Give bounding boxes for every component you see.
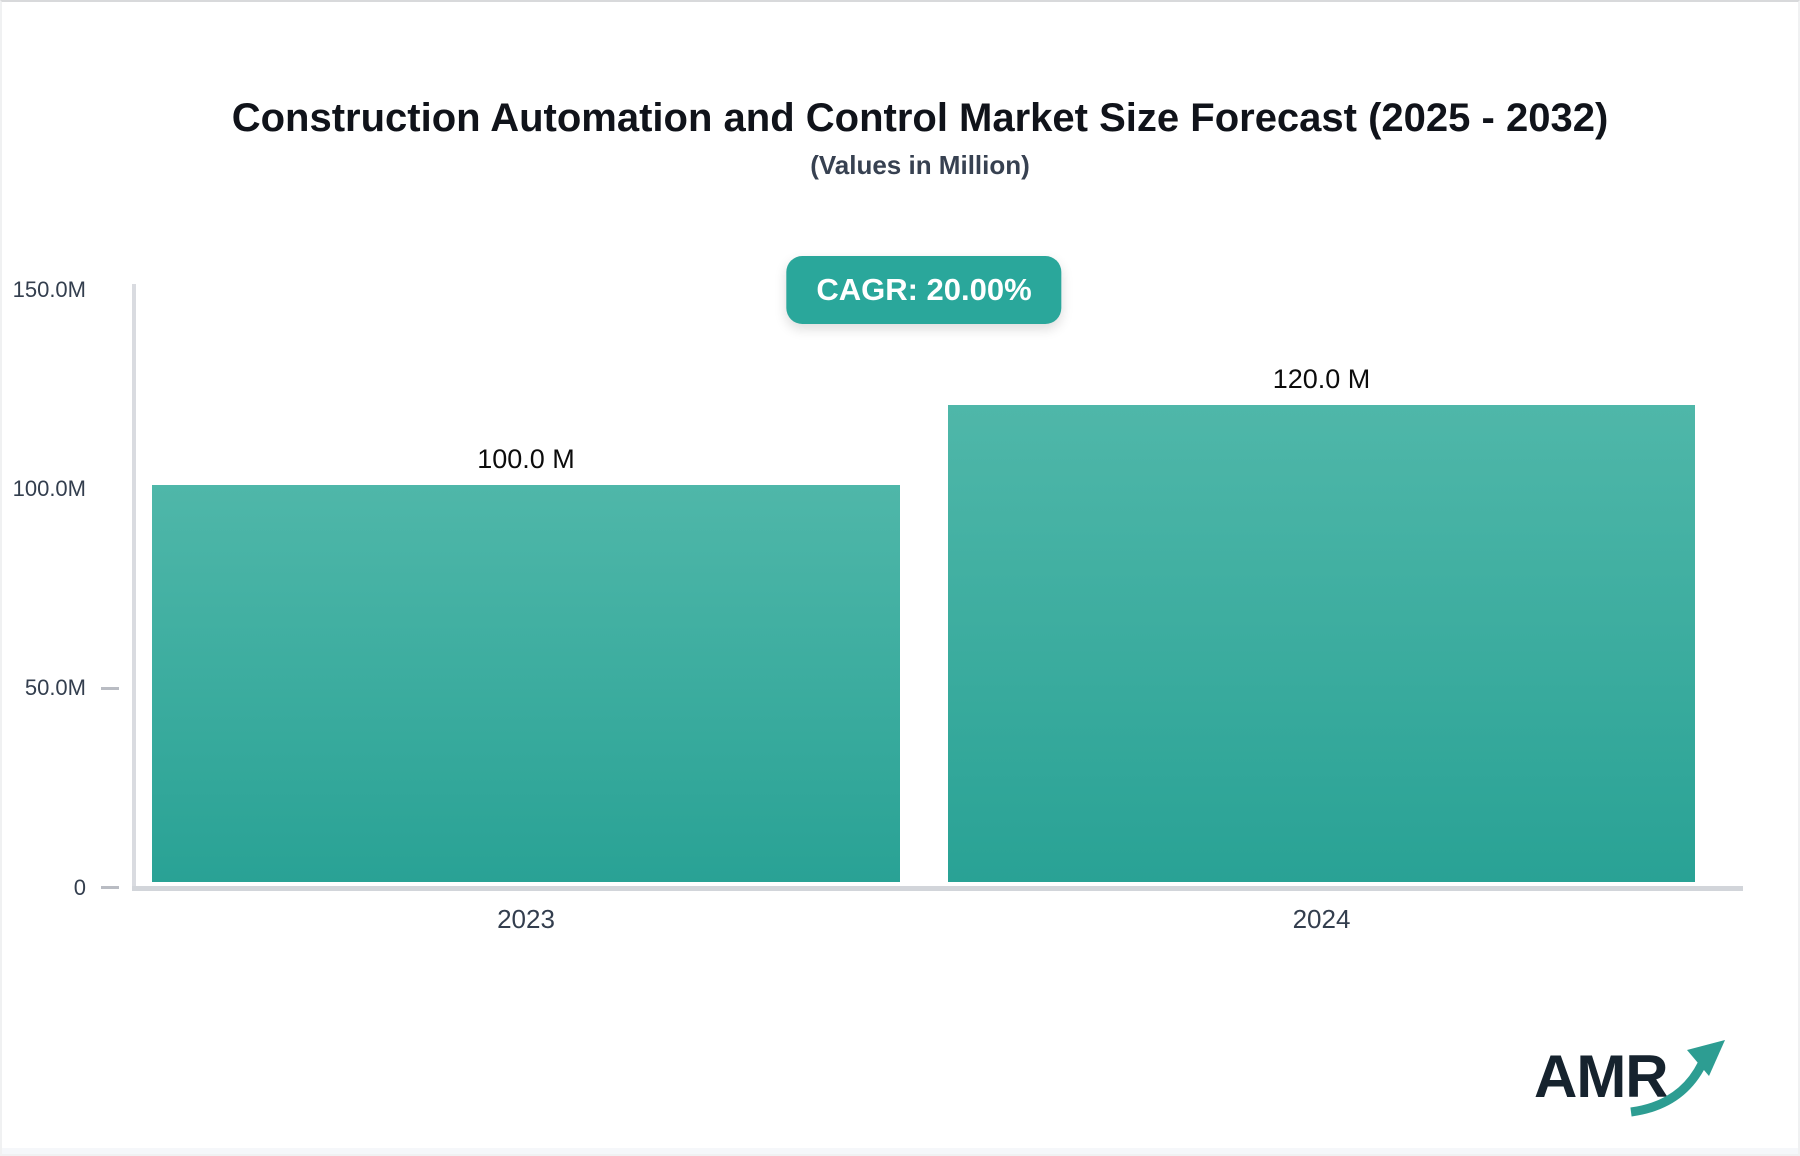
- bar-value-label-2023: 100.0 M: [477, 444, 575, 474]
- y-tick-label-100: 100.0M: [12, 476, 86, 501]
- cagr-badge: CAGR: 20.00%: [786, 256, 1062, 324]
- y-tick-mark-50: [101, 687, 119, 690]
- bar-group-2024: 120.0 M: [948, 364, 1695, 882]
- x-tick-label-2024: 2024: [1292, 904, 1351, 934]
- y-axis-line: [132, 284, 136, 891]
- x-tick-label-2023: 2023: [497, 904, 555, 934]
- x-axis-line: [132, 886, 1743, 891]
- chart-title: Construction Automation and Control Mark…: [231, 96, 1609, 140]
- bottom-edge-band: [2, 1148, 1798, 1154]
- amr-logo-text: AMR: [1534, 1043, 1669, 1110]
- y-tick-mark-0: [101, 886, 119, 889]
- chart-subtitle: (Values in Million): [810, 150, 1030, 180]
- bar-value-label-2024: 120.0 M: [1272, 364, 1371, 394]
- amr-logo-arrow-icon: [1630, 1040, 1725, 1117]
- bar-2023[interactable]: [152, 485, 900, 882]
- bar-2024[interactable]: [948, 405, 1695, 882]
- y-tick-label-50: 50.0M: [24, 675, 86, 700]
- amr-logo: AMR: [1534, 1032, 1725, 1122]
- bar-group-2023: 100.0 M: [152, 444, 900, 882]
- y-tick-label-150: 150.0M: [12, 277, 86, 302]
- y-tick-label-0: 0: [73, 875, 86, 900]
